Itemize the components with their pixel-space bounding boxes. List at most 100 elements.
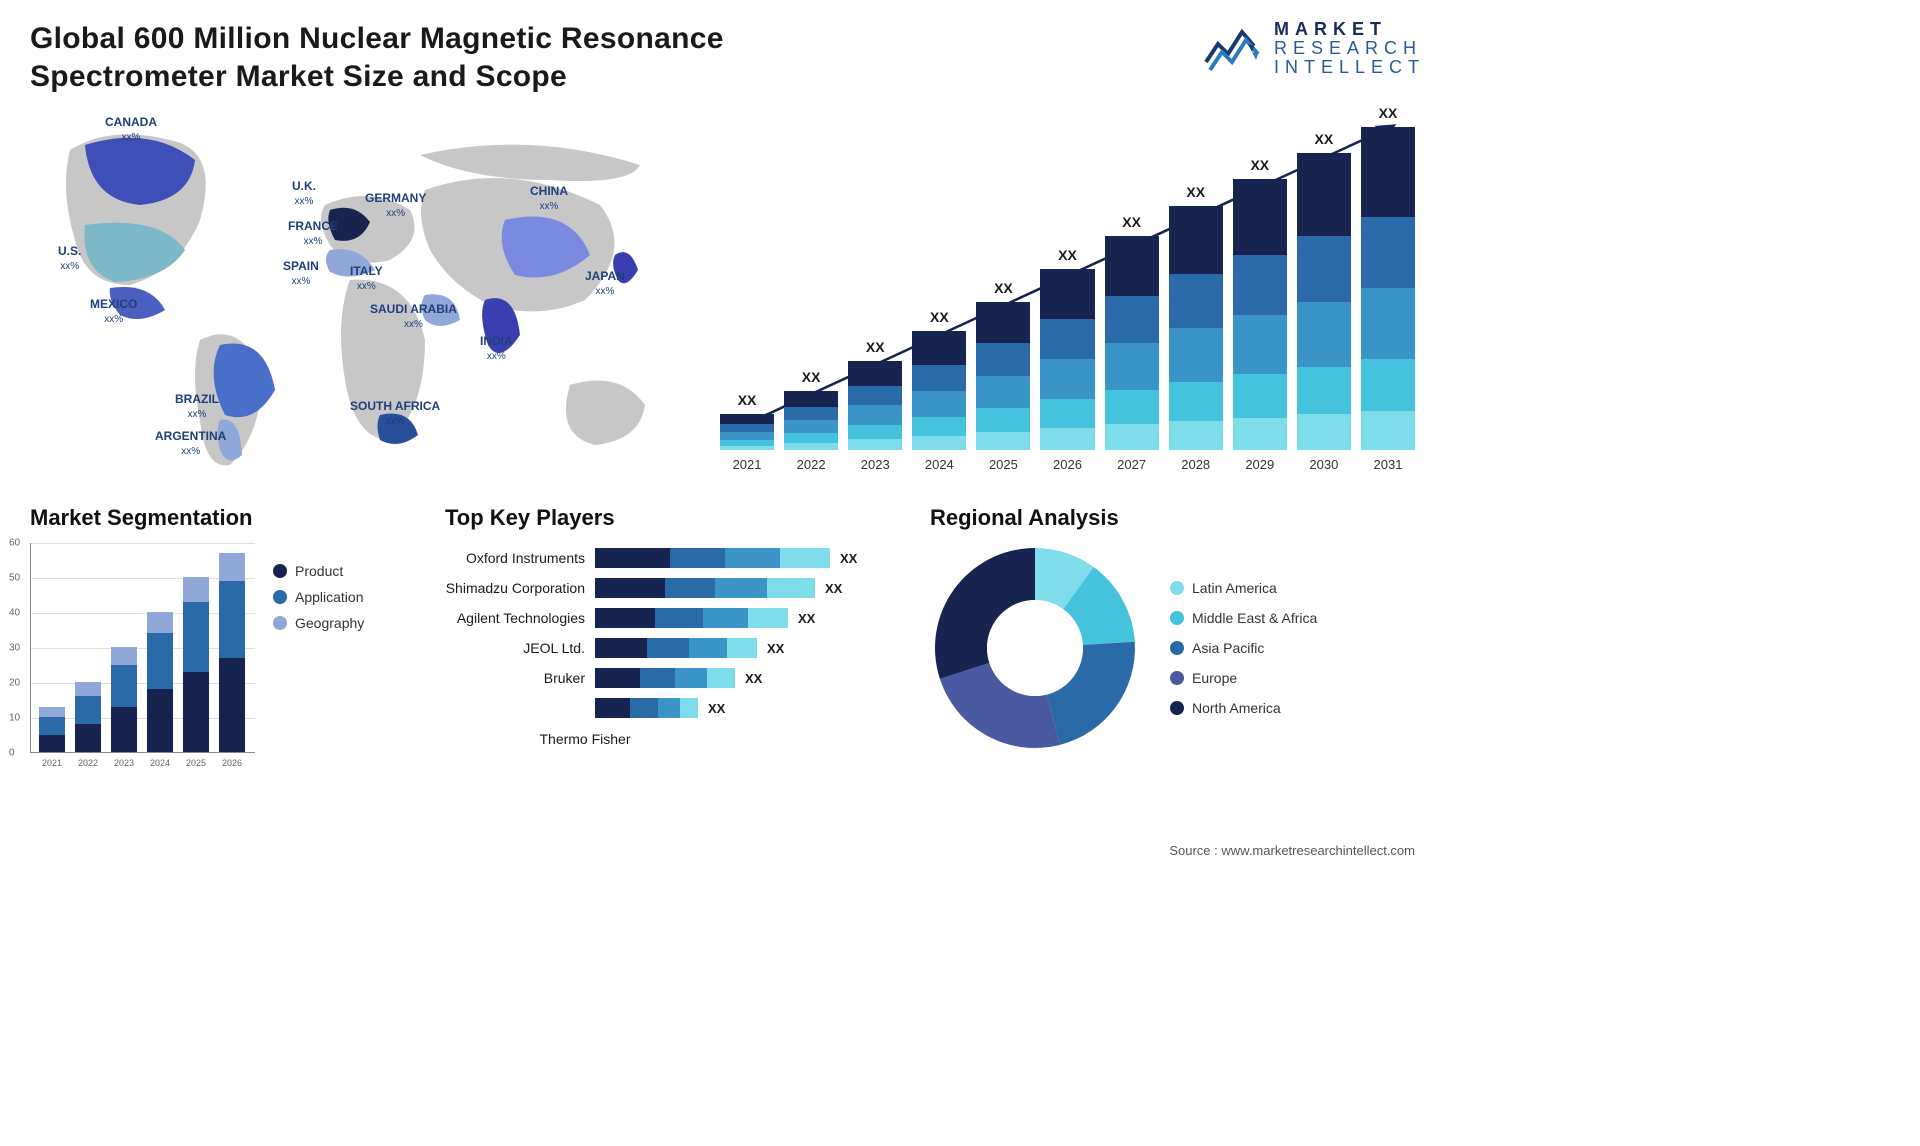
legend-swatch	[1170, 671, 1184, 685]
growth-bar-label: XX	[1361, 105, 1415, 121]
seg-y-label: 20	[9, 678, 20, 689]
brand-logo: MARKET RESEARCH INTELLECT	[1204, 20, 1425, 77]
legend-item: Geography	[273, 615, 364, 631]
player-bar	[595, 668, 735, 688]
map-label: BRAZILxx%	[175, 393, 219, 421]
map-label: MEXICOxx%	[90, 298, 137, 326]
growth-bar-label: XX	[1297, 131, 1351, 147]
player-bar	[595, 638, 757, 658]
seg-bars: 1020304050600202120222023202420252026	[30, 543, 255, 753]
map-label: ARGENTINAxx%	[155, 430, 226, 458]
players-extra: Thermo Fisher	[445, 731, 725, 747]
growth-bar: XX2031	[1361, 127, 1415, 450]
regional-title: Regional Analysis	[930, 505, 1425, 531]
player-row: JEOL Ltd.XX	[445, 633, 905, 663]
growth-x-label: 2023	[848, 457, 902, 472]
growth-bar-label: XX	[848, 339, 902, 355]
growth-bar: XX2028	[1169, 206, 1223, 450]
player-label: Shimadzu Corporation	[445, 580, 595, 596]
map-label: CHINAxx%	[530, 185, 568, 213]
world-map: CANADAxx%U.S.xx%MEXICOxx%BRAZILxx%ARGENT…	[30, 110, 680, 480]
header: Global 600 Million Nuclear Magnetic Reso…	[30, 20, 1425, 95]
player-row: Agilent TechnologiesXX	[445, 603, 905, 633]
map-label: CANADAxx%	[105, 116, 157, 144]
player-value: XX	[745, 671, 762, 686]
growth-bar: XX2026	[1040, 269, 1094, 451]
growth-bar-label: XX	[1233, 157, 1287, 173]
seg-x-label: 2026	[219, 758, 245, 768]
seg-legend: Product Application Geography	[273, 543, 364, 753]
growth-bar: XX2021	[720, 414, 774, 450]
map-label: ITALYxx%	[350, 265, 383, 293]
player-bar	[595, 608, 788, 628]
seg-bar	[183, 577, 209, 752]
player-row: Oxford InstrumentsXX	[445, 543, 905, 573]
growth-bar: XX2022	[784, 391, 838, 450]
player-row: Bruker XX	[445, 663, 905, 693]
legend-label: Application	[295, 589, 364, 605]
legend-label: North America	[1192, 700, 1281, 716]
growth-bar: XX2027	[1105, 236, 1159, 451]
growth-x-label: 2024	[912, 457, 966, 472]
growth-bar: XX2030	[1297, 153, 1351, 450]
legend-swatch	[273, 616, 287, 630]
player-label: Oxford Instruments	[445, 550, 595, 566]
legend-swatch	[1170, 611, 1184, 625]
seg-bar	[111, 647, 137, 752]
legend-label: Asia Pacific	[1192, 640, 1264, 656]
growth-bar-label: XX	[1040, 247, 1094, 263]
regional-legend: Latin AmericaMiddle East & AfricaAsia Pa…	[1170, 580, 1317, 716]
legend-item: Latin America	[1170, 580, 1317, 596]
legend-swatch	[1170, 701, 1184, 715]
growth-bar-label: XX	[1169, 184, 1223, 200]
seg-x-label: 2025	[183, 758, 209, 768]
seg-y-label: 60	[9, 538, 20, 549]
growth-chart: XX2021XX2022XX2023XX2024XX2025XX2026XX20…	[710, 110, 1425, 480]
donut-chart	[930, 543, 1140, 753]
seg-y-label: 40	[9, 608, 20, 619]
seg-y-label: 30	[9, 643, 20, 654]
growth-x-label: 2031	[1361, 457, 1415, 472]
growth-bar-label: XX	[1105, 214, 1159, 230]
growth-bar: XX2024	[912, 331, 966, 450]
legend-item: Europe	[1170, 670, 1317, 686]
growth-bar: XX2025	[976, 302, 1030, 451]
seg-y-label: 0	[9, 748, 15, 759]
logo-mark-icon	[1204, 22, 1262, 74]
map-label: SPAINxx%	[283, 260, 319, 288]
top-row: CANADAxx%U.S.xx%MEXICOxx%BRAZILxx%ARGENT…	[30, 110, 1425, 480]
player-value: XX	[708, 701, 725, 716]
legend-label: Europe	[1192, 670, 1237, 686]
legend-item: Asia Pacific	[1170, 640, 1317, 656]
growth-x-label: 2022	[784, 457, 838, 472]
growth-x-label: 2029	[1233, 457, 1287, 472]
player-bar	[595, 578, 815, 598]
map-label: SOUTH AFRICAxx%	[350, 400, 440, 428]
player-label: Bruker	[445, 670, 595, 686]
legend-swatch	[1170, 641, 1184, 655]
player-bar	[595, 548, 830, 568]
segmentation-section: Market Segmentation 10203040506002021202…	[30, 505, 420, 753]
legend-item: Application	[273, 589, 364, 605]
growth-bar-label: XX	[784, 369, 838, 385]
logo-text: MARKET RESEARCH INTELLECT	[1274, 20, 1425, 77]
player-value: XX	[825, 581, 842, 596]
legend-label: Latin America	[1192, 580, 1277, 596]
seg-x-label: 2021	[39, 758, 65, 768]
growth-x-label: 2025	[976, 457, 1030, 472]
donut-svg	[930, 543, 1140, 753]
legend-item: Product	[273, 563, 364, 579]
legend-label: Product	[295, 563, 343, 579]
legend-swatch	[273, 564, 287, 578]
legend-swatch	[273, 590, 287, 604]
players-title: Top Key Players	[445, 505, 905, 531]
seg-chart: 1020304050600202120222023202420252026 Pr…	[30, 543, 420, 753]
player-label: JEOL Ltd.	[445, 640, 595, 656]
seg-bar	[39, 707, 65, 753]
seg-y-label: 10	[9, 713, 20, 724]
growth-x-label: 2026	[1040, 457, 1094, 472]
growth-bar: XX2023	[848, 361, 902, 450]
seg-x-label: 2022	[75, 758, 101, 768]
seg-x-label: 2023	[111, 758, 137, 768]
legend-swatch	[1170, 581, 1184, 595]
